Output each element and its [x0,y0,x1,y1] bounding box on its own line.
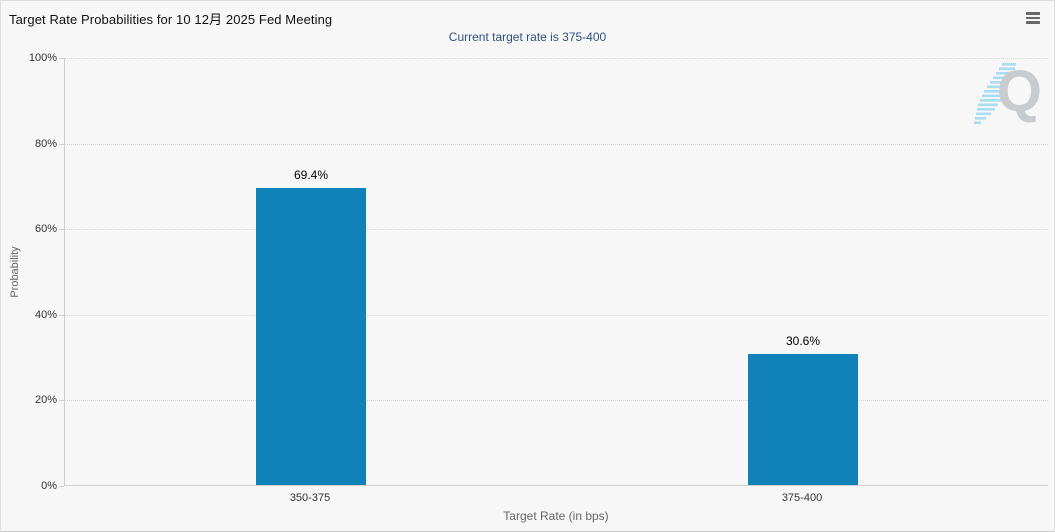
y-axis-title: Probability [9,246,21,298]
y-tick-label: 80% [34,137,57,150]
y-tick-label: 40% [34,308,57,321]
y-tick-label: 60% [34,223,57,236]
hamburger-icon [1026,21,1040,24]
probability-bar-375-400[interactable] [748,354,858,485]
hamburger-icon [1026,16,1040,20]
y-tick-label: 0% [41,480,57,492]
bar-value-label: 69.4% [293,167,329,182]
chart-subtitle: Current target rate is 375-400 [448,30,607,44]
y-gridline [65,400,1048,402]
probability-bar-350-375[interactable] [256,187,366,485]
x-tick-label: 350-375 [289,492,331,504]
x-axis-title: Target Rate (in bps) [503,509,609,523]
plot-area: 69.4% 30.6% [64,58,1048,486]
chart-title: Target Rate Probabilities for 10 12月 202… [9,12,333,27]
y-tick-mark [59,400,64,402]
y-tick-mark [59,314,64,316]
y-gridline [65,58,1048,59]
y-gridline [65,143,1048,145]
y-tick-mark [59,143,64,145]
hamburger-icon [1026,12,1040,15]
x-tick-label: 375-400 [781,492,823,504]
bar-value-label: 30.6% [785,334,821,349]
y-tick-mark [59,229,64,231]
y-gridline [65,314,1048,316]
y-gridline [65,229,1048,231]
y-tick-label: 100% [28,52,57,64]
y-tick-label: 20% [34,394,57,407]
y-tick-mark [59,486,64,487]
y-tick-mark [59,58,64,59]
chart-context-menu-button[interactable] [1023,10,1043,28]
